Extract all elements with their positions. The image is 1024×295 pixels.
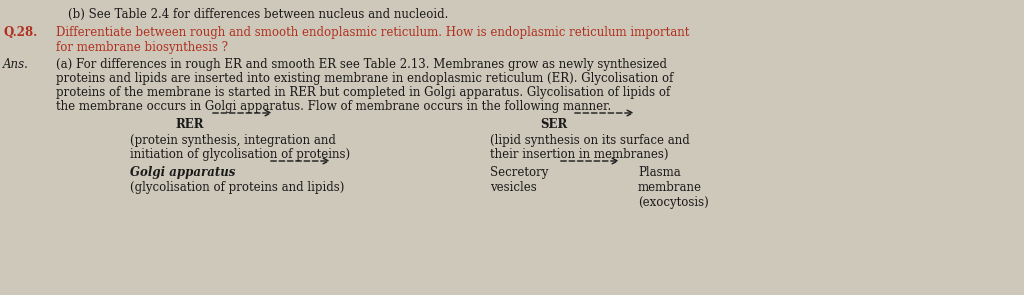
Text: Secretory: Secretory bbox=[490, 166, 549, 179]
Text: vesicles: vesicles bbox=[490, 181, 537, 194]
Text: (exocytosis): (exocytosis) bbox=[638, 196, 709, 209]
Text: Plasma: Plasma bbox=[638, 166, 681, 179]
Text: (b) See Table 2.4 for differences between nucleus and nucleoid.: (b) See Table 2.4 for differences betwee… bbox=[68, 8, 449, 21]
Text: proteins and lipids are inserted into existing membrane in endoplasmic reticulum: proteins and lipids are inserted into ex… bbox=[56, 72, 674, 85]
Text: (a) For differences in rough ER and smooth ER see Table 2.13. Membranes grow as : (a) For differences in rough ER and smoo… bbox=[56, 58, 667, 71]
Text: the membrane occurs in Golgi apparatus. Flow of membrane occurs in the following: the membrane occurs in Golgi apparatus. … bbox=[56, 100, 611, 113]
Text: (glycolisation of proteins and lipids): (glycolisation of proteins and lipids) bbox=[130, 181, 344, 194]
Text: RER: RER bbox=[175, 118, 204, 131]
Text: Differentiate between rough and smooth endoplasmic reticulum. How is endoplasmic: Differentiate between rough and smooth e… bbox=[56, 26, 689, 39]
Text: membrane: membrane bbox=[638, 181, 702, 194]
Text: SER: SER bbox=[540, 118, 567, 131]
Text: their insertion in membranes): their insertion in membranes) bbox=[490, 148, 669, 161]
Text: Golgi apparatus: Golgi apparatus bbox=[130, 166, 236, 179]
Text: initiation of glycolisation of proteins): initiation of glycolisation of proteins) bbox=[130, 148, 350, 161]
Text: Ans.: Ans. bbox=[3, 58, 29, 71]
Text: (protein synthesis, integration and: (protein synthesis, integration and bbox=[130, 134, 336, 147]
Text: Q.28.: Q.28. bbox=[3, 26, 37, 39]
Text: proteins of the membrane is started in RER but completed in Golgi apparatus. Gly: proteins of the membrane is started in R… bbox=[56, 86, 671, 99]
Text: for membrane biosynthesis ?: for membrane biosynthesis ? bbox=[56, 41, 228, 54]
Text: (lipid synthesis on its surface and: (lipid synthesis on its surface and bbox=[490, 134, 690, 147]
